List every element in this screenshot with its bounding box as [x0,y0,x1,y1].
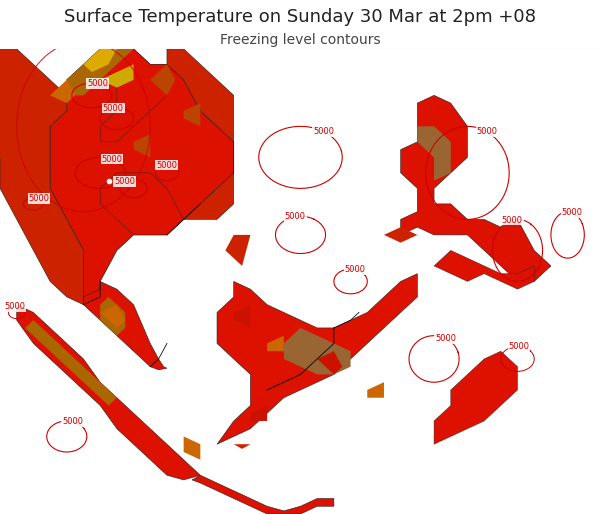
Polygon shape [217,273,417,444]
Text: 5000: 5000 [87,79,108,88]
Text: 5000: 5000 [103,103,124,113]
Text: 5000: 5000 [477,127,498,136]
Text: 5000: 5000 [313,127,334,136]
Polygon shape [192,475,334,514]
Polygon shape [84,282,167,370]
Text: 5000: 5000 [4,302,25,311]
Polygon shape [184,103,200,126]
Polygon shape [100,173,184,235]
Text: 5000: 5000 [562,208,583,217]
Polygon shape [133,134,150,157]
Polygon shape [0,49,84,305]
Polygon shape [150,64,175,96]
Polygon shape [50,80,75,103]
Text: 5000: 5000 [62,417,83,426]
Polygon shape [417,126,451,180]
Text: Surface Temperature on Sunday 30 Mar at 2pm +08: Surface Temperature on Sunday 30 Mar at … [64,8,537,26]
Text: 5000: 5000 [114,177,135,186]
Polygon shape [384,227,417,243]
Polygon shape [234,305,251,328]
Text: 5000: 5000 [345,265,366,274]
Polygon shape [25,320,117,406]
Polygon shape [84,49,117,72]
Polygon shape [100,305,125,328]
Polygon shape [225,235,251,266]
Text: 5000: 5000 [156,160,177,170]
Polygon shape [8,180,17,196]
Polygon shape [167,49,234,219]
Polygon shape [17,305,200,480]
Polygon shape [317,351,342,374]
Polygon shape [367,382,384,398]
Polygon shape [434,250,534,289]
Text: 5000: 5000 [102,155,123,163]
Polygon shape [284,328,350,374]
Polygon shape [434,351,517,444]
Polygon shape [234,444,251,449]
Polygon shape [100,64,133,87]
Polygon shape [184,436,200,460]
Polygon shape [251,406,267,421]
Text: 5000: 5000 [285,212,306,221]
Text: 5000: 5000 [28,194,49,203]
Polygon shape [100,297,125,336]
Polygon shape [267,336,284,351]
Polygon shape [401,96,551,282]
Text: 5000: 5000 [508,342,529,351]
Text: 5000: 5000 [435,334,456,343]
Polygon shape [67,49,133,96]
Text: Freezing level contours: Freezing level contours [220,33,381,47]
Polygon shape [50,49,234,305]
Polygon shape [100,49,167,142]
Text: 5000: 5000 [502,215,523,225]
